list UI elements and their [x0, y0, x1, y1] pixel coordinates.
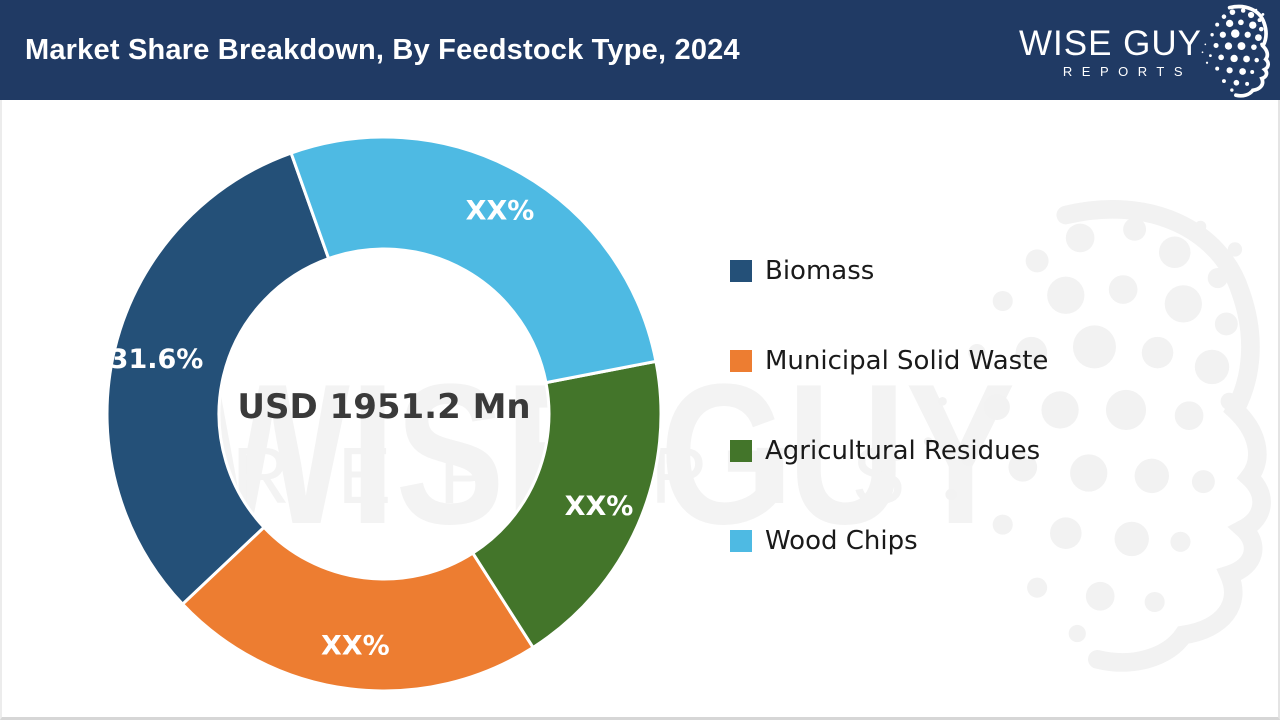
wiseguy-logo: WISE GUY REPORTS [1019, 0, 1280, 100]
legend-swatch-biomass [730, 260, 752, 282]
legend-swatch-agricultural-residues [730, 440, 752, 462]
legend-swatch-wood-chips [730, 530, 752, 552]
pie-slice-biomass [105, 151, 331, 606]
dotted-head-icon [1199, 4, 1271, 98]
slice-label-wood-chips: XX% [466, 195, 535, 226]
legend-item-biomass: Biomass [730, 256, 1048, 286]
legend-label: Agricultural Residues [765, 436, 1041, 466]
legend-label: Municipal Solid Waste [765, 346, 1049, 376]
legend-item-municipal-solid-waste: Municipal Solid Waste [730, 346, 1048, 376]
page-title: Market Share Breakdown, By Feedstock Typ… [25, 33, 740, 66]
donut-center-value: USD 1951.2 Mn [237, 387, 531, 427]
slice-label-municipal-solid-waste: XX% [321, 631, 390, 662]
donut-chart: 31.6% XX% XX% XX% [105, 135, 663, 693]
logo-name: WISE GUY [1018, 24, 1202, 63]
pie-slice-wood-chips [289, 135, 658, 385]
legend-label: Wood Chips [765, 526, 918, 556]
pie-slice-municipal-solid-waste [181, 525, 535, 693]
legend-label: Biomass [765, 256, 875, 286]
slice-label-biomass: 31.6% [110, 344, 204, 375]
legend-item-wood-chips: Wood Chips [730, 526, 1048, 556]
header-bar: Market Share Breakdown, By Feedstock Typ… [0, 0, 1280, 100]
slice-label-agricultural-residues: XX% [565, 491, 634, 522]
legend: Biomass Municipal Solid Waste Agricultur… [730, 256, 1048, 616]
pie-slice-agricultural-residues [471, 359, 663, 649]
logo-subtext: REPORTS [1062, 64, 1192, 79]
legend-swatch-municipal-solid-waste [730, 350, 752, 372]
legend-item-agricultural-residues: Agricultural Residues [730, 436, 1048, 466]
chart-area: WISE GUY REPORTS [0, 100, 1280, 720]
